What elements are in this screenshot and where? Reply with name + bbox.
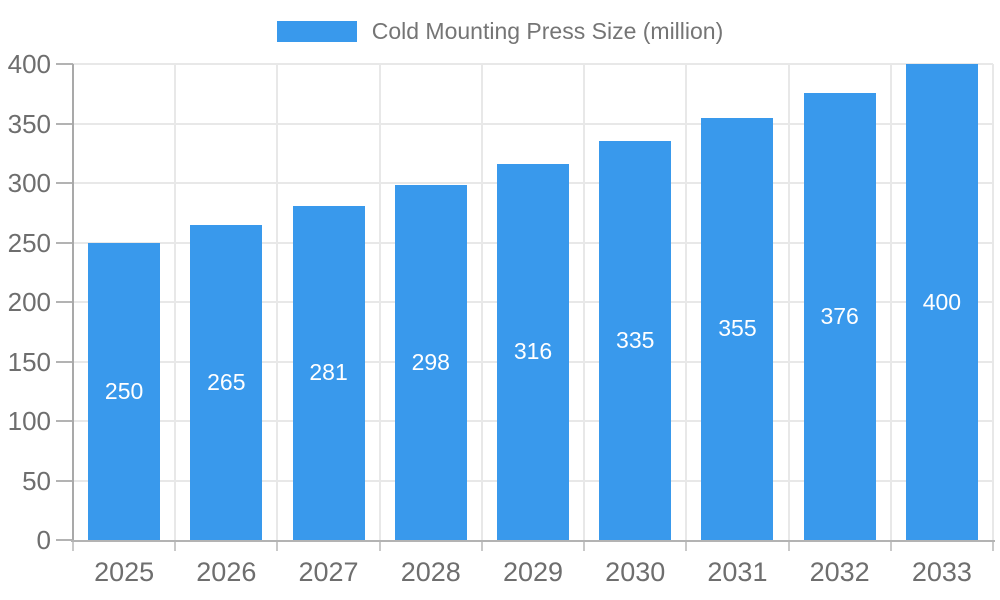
y-axis-tick-label: 100 (7, 406, 51, 436)
x-axis-tick (480, 540, 483, 551)
y-axis-tick-label: 350 (7, 108, 51, 139)
x-axis-tick (174, 540, 177, 551)
bar-value-label: 281 (309, 359, 348, 386)
legend-label: Cold Mounting Press Size (million) (371, 18, 724, 44)
gridline-vertical (276, 64, 279, 540)
y-axis-tick (56, 360, 73, 363)
y-axis-tick (56, 182, 73, 184)
bar[interactable]: 400 (905, 64, 978, 540)
y-axis-tick-label: 300 (7, 168, 51, 198)
y-axis-tick (56, 479, 73, 482)
bar-value-label: 250 (104, 377, 144, 404)
x-axis-tick (992, 540, 994, 551)
gridline-vertical (992, 64, 994, 540)
x-axis-line (71, 540, 995, 542)
x-axis-tick-label: 2027 (298, 557, 359, 587)
x-axis-tick-label: 2032 (809, 557, 870, 587)
gridline-horizontal (73, 63, 993, 65)
bar[interactable]: 355 (701, 117, 774, 540)
x-axis-tick-label: 2033 (911, 557, 972, 587)
y-axis-tick-label: 200 (7, 287, 51, 317)
y-axis-tick-label: 0 (36, 525, 51, 555)
bar[interactable]: 316 (497, 163, 569, 540)
y-axis-tick-label: 400 (7, 49, 51, 79)
y-axis-tick (56, 122, 73, 125)
gridline-vertical (889, 64, 892, 540)
x-axis-tick (685, 540, 688, 551)
y-axis-tick-label: 250 (7, 227, 51, 258)
y-axis-tick-label: 150 (7, 346, 51, 377)
x-axis-tick (378, 540, 381, 551)
y-axis-line (72, 64, 74, 542)
x-axis-tick-label: 2025 (94, 557, 155, 587)
gridline-vertical (378, 64, 381, 540)
y-axis-tick (56, 63, 73, 65)
y-axis-tick (56, 420, 73, 422)
bar[interactable]: 265 (190, 224, 263, 540)
gridline-vertical (174, 64, 177, 540)
x-axis-tick (276, 540, 279, 551)
bar-value-label: 335 (616, 327, 655, 354)
y-axis-tick (56, 301, 73, 303)
gridline-vertical (787, 64, 790, 540)
bar-value-label: 298 (411, 349, 450, 376)
gridline-horizontal (73, 122, 993, 125)
bar[interactable]: 298 (394, 185, 467, 540)
x-axis-tick (787, 540, 790, 551)
bar-value-label: 400 (922, 288, 962, 315)
gridline-vertical (480, 64, 483, 540)
x-axis-tick-label: 2030 (605, 557, 666, 587)
bar[interactable]: 281 (292, 205, 365, 540)
gridline-vertical (685, 64, 688, 540)
y-axis-tick (56, 241, 73, 244)
y-axis-tick (56, 539, 73, 541)
bar-value-label: 376 (820, 302, 859, 329)
bar-value-label: 355 (718, 315, 757, 342)
x-axis-tick-label: 2028 (400, 557, 461, 587)
y-axis-tick-label: 50 (22, 465, 51, 496)
bar[interactable]: 250 (88, 242, 161, 540)
bar-value-label: 316 (513, 338, 553, 365)
gridline-vertical (583, 64, 586, 540)
bar[interactable]: 376 (803, 92, 876, 540)
legend-swatch (276, 21, 357, 42)
x-axis-tick (583, 540, 586, 551)
legend[interactable]: Cold Mounting Press Size (million) (0, 18, 1000, 45)
x-axis-tick (889, 540, 892, 551)
plot-area: 0 50 100 150 200 250 300 350 400 250 2025 265 2026 28… (8, 49, 995, 587)
x-axis-tick (72, 540, 74, 551)
x-axis-tick-label: 2031 (707, 557, 768, 587)
x-axis-tick-label: 2029 (502, 557, 564, 587)
bar[interactable]: 335 (599, 141, 672, 540)
bar-value-label: 265 (207, 368, 246, 395)
x-axis-tick-label: 2026 (196, 557, 257, 587)
